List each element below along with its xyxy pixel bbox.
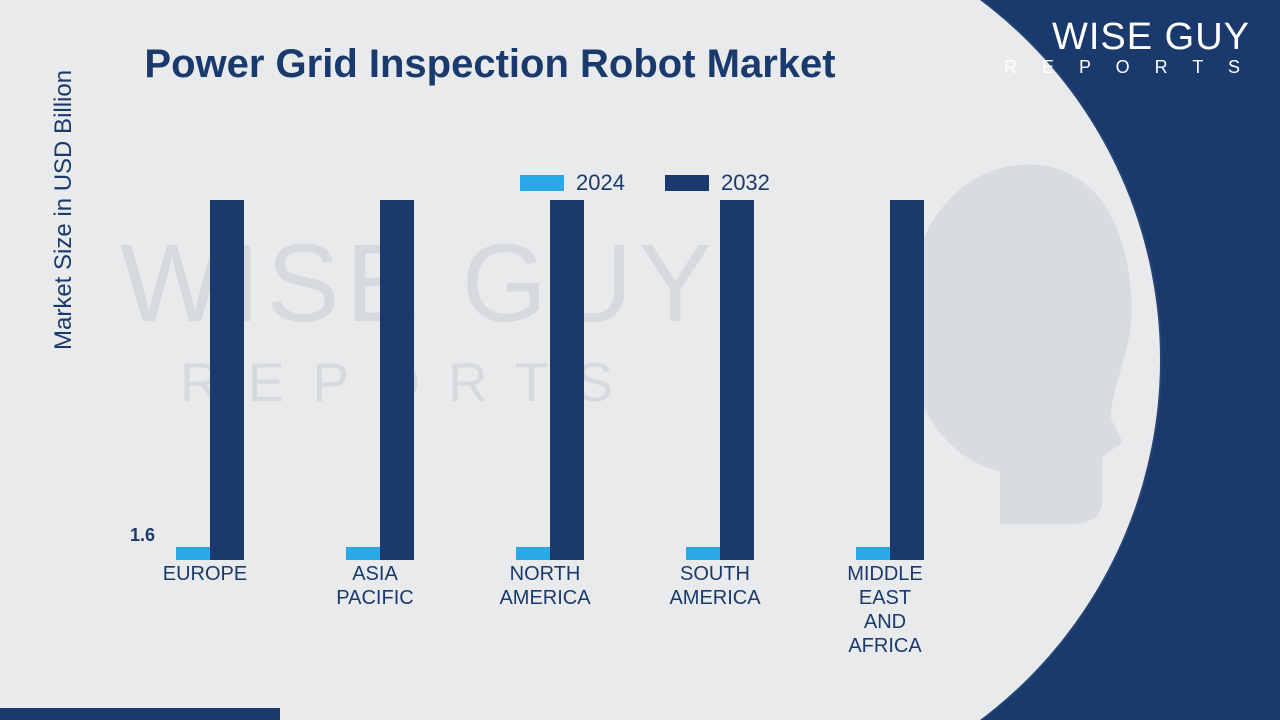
bar-2032	[890, 200, 924, 560]
bar-group	[340, 200, 420, 560]
legend-item-2032: 2032	[665, 170, 770, 196]
brand-logo: WISE GUY R E P O R T S	[1004, 18, 1250, 76]
chart-title: Power Grid Inspection Robot Market	[80, 42, 900, 87]
x-axis-label: NORTH AMERICA	[470, 562, 620, 610]
bar-2024	[516, 547, 550, 560]
bar-2032	[210, 200, 244, 560]
legend-label-2024: 2024	[576, 170, 625, 196]
bar-2024	[686, 547, 720, 560]
bar-2024	[176, 547, 210, 560]
brand-line2: R E P O R T S	[1004, 58, 1250, 76]
x-axis-label: MIDDLE EAST AND AFRICA	[810, 562, 960, 658]
bar-2032	[380, 200, 414, 560]
legend: 2024 2032	[520, 170, 770, 196]
x-axis-label: SOUTH AMERICA	[640, 562, 790, 610]
legend-item-2024: 2024	[520, 170, 625, 196]
bar-group	[510, 200, 590, 560]
x-axis-label: ASIA PACIFIC	[300, 562, 450, 610]
bar-2032	[550, 200, 584, 560]
legend-swatch-2024	[520, 175, 564, 191]
bar-group	[850, 200, 930, 560]
brand-line1: WISE GUY	[1004, 18, 1250, 56]
bar-group	[170, 200, 250, 560]
legend-swatch-2032	[665, 175, 709, 191]
footer-accent-bar	[0, 708, 280, 720]
chart-plot-area: 1.6	[110, 200, 990, 560]
bar-2032	[720, 200, 754, 560]
page-root: WISE GUY REPORTS WISE GUY R E P O R T S …	[0, 0, 1280, 720]
bar-group	[680, 200, 760, 560]
y-tick-label: 1.6	[130, 525, 155, 546]
x-axis-label: EUROPE	[130, 562, 280, 586]
bar-2024	[346, 547, 380, 560]
bar-2024	[856, 547, 890, 560]
legend-label-2032: 2032	[721, 170, 770, 196]
y-axis-label: Market Size in USD Billion	[50, 70, 78, 350]
